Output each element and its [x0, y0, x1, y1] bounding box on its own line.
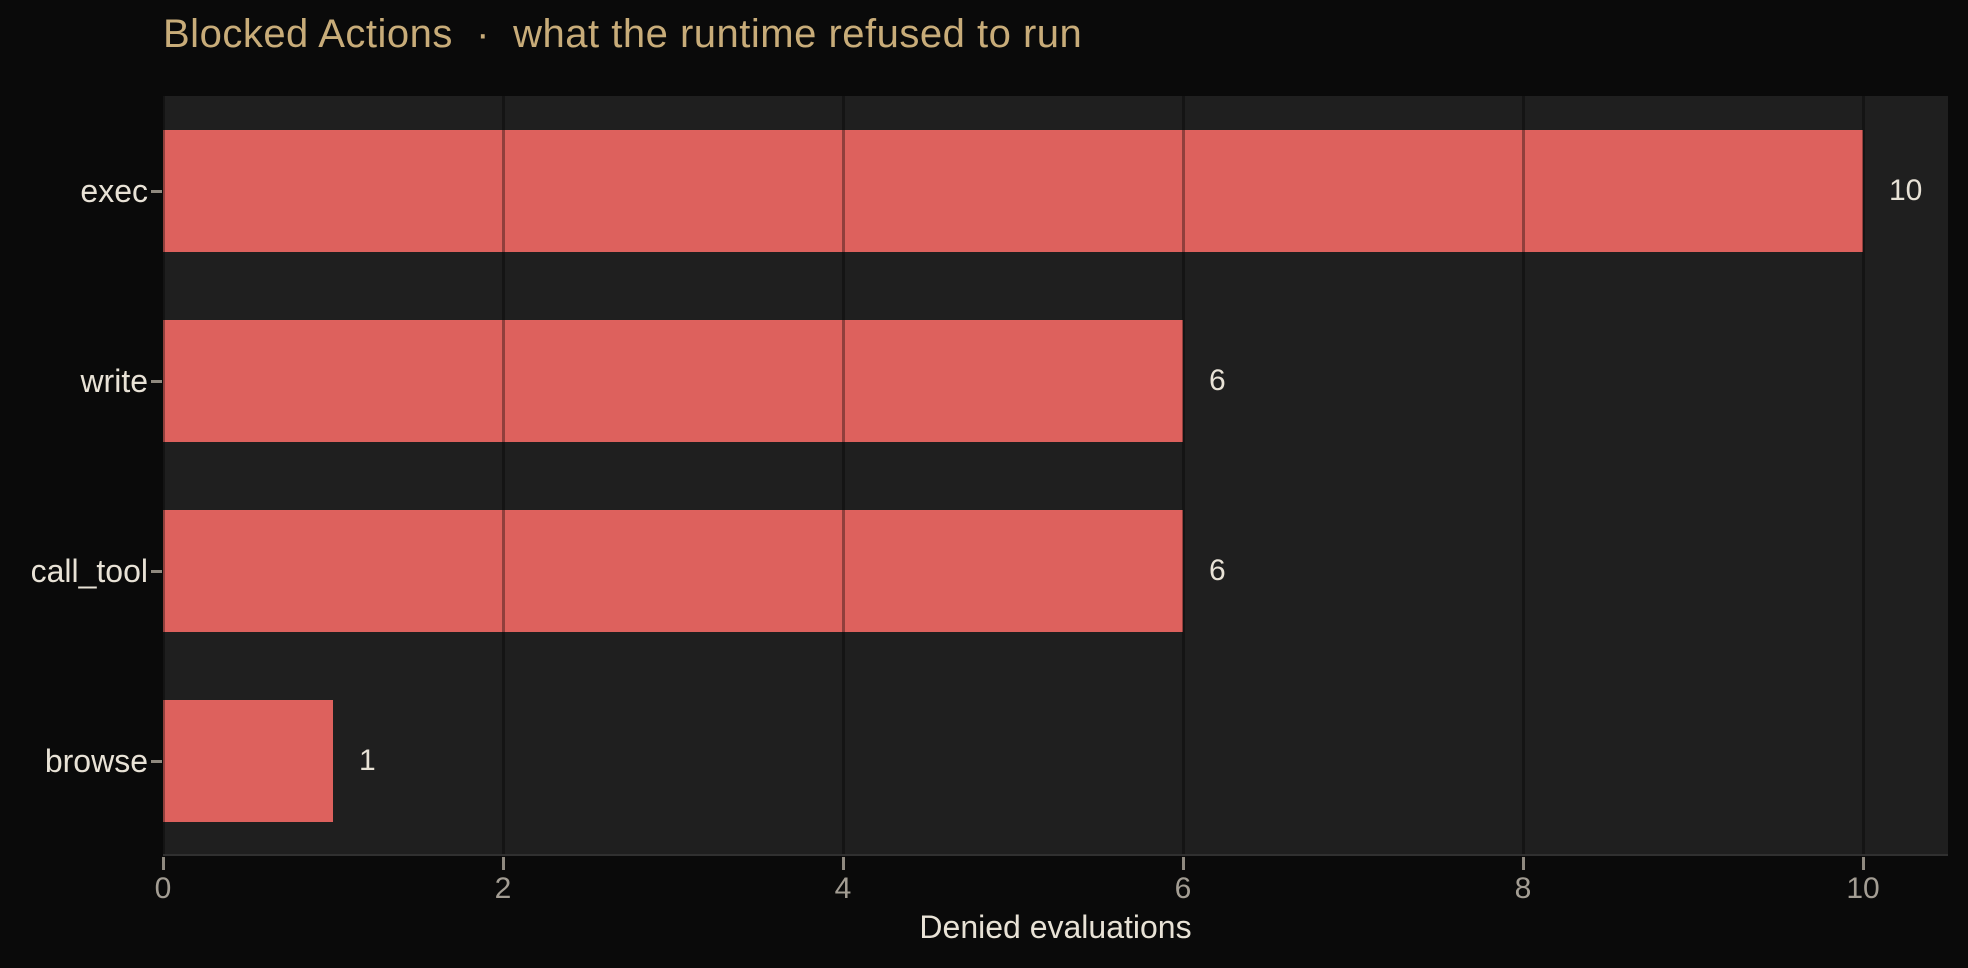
x-tick-mark	[1861, 857, 1865, 870]
bar-write	[163, 320, 1183, 442]
x-tick-label-6: 6	[1174, 872, 1192, 905]
x-axis-title: Denied evaluations	[919, 909, 1192, 945]
plot-area	[163, 96, 1948, 856]
y-tick-mark	[151, 570, 162, 573]
x-tick-mark	[841, 857, 845, 870]
x-tick-mark	[501, 857, 505, 870]
y-tick-label-call_tool: call_tool	[30, 553, 148, 589]
gridline-x-8	[1521, 96, 1525, 856]
x-tick-mark	[161, 857, 165, 870]
x-tick-label-8: 8	[1514, 872, 1532, 905]
gridline-x-4	[841, 96, 845, 856]
y-tick-mark	[151, 380, 162, 383]
y-tick-mark	[151, 190, 162, 193]
gridline-x-6	[1181, 96, 1185, 856]
chart-title: Blocked Actions · what the runtime refus…	[163, 12, 1083, 56]
x-tick-label-10: 10	[1846, 872, 1880, 905]
bar-value-label-browse: 1	[359, 744, 376, 777]
bar-value-label-call_tool: 6	[1209, 554, 1226, 587]
x-tick-label-0: 0	[154, 872, 172, 905]
y-tick-label-exec: exec	[80, 173, 148, 209]
bar-exec	[163, 130, 1863, 252]
gridline-x-2	[501, 96, 505, 856]
y-tick-label-browse: browse	[44, 743, 148, 779]
bar-browse	[163, 700, 333, 822]
y-tick-label-write: write	[80, 363, 148, 399]
gridline-x-10	[1861, 96, 1865, 856]
gridline-x-0	[163, 96, 165, 856]
x-tick-mark	[1521, 857, 1525, 870]
bar-value-label-write: 6	[1209, 364, 1226, 397]
x-tick-label-2: 2	[494, 872, 512, 905]
x-axis-spine	[163, 854, 1948, 856]
x-tick-mark	[1181, 857, 1185, 870]
bar-call_tool	[163, 510, 1183, 632]
y-tick-mark	[151, 760, 162, 763]
bar-value-label-exec: 10	[1889, 174, 1923, 207]
x-tick-label-4: 4	[834, 872, 852, 905]
